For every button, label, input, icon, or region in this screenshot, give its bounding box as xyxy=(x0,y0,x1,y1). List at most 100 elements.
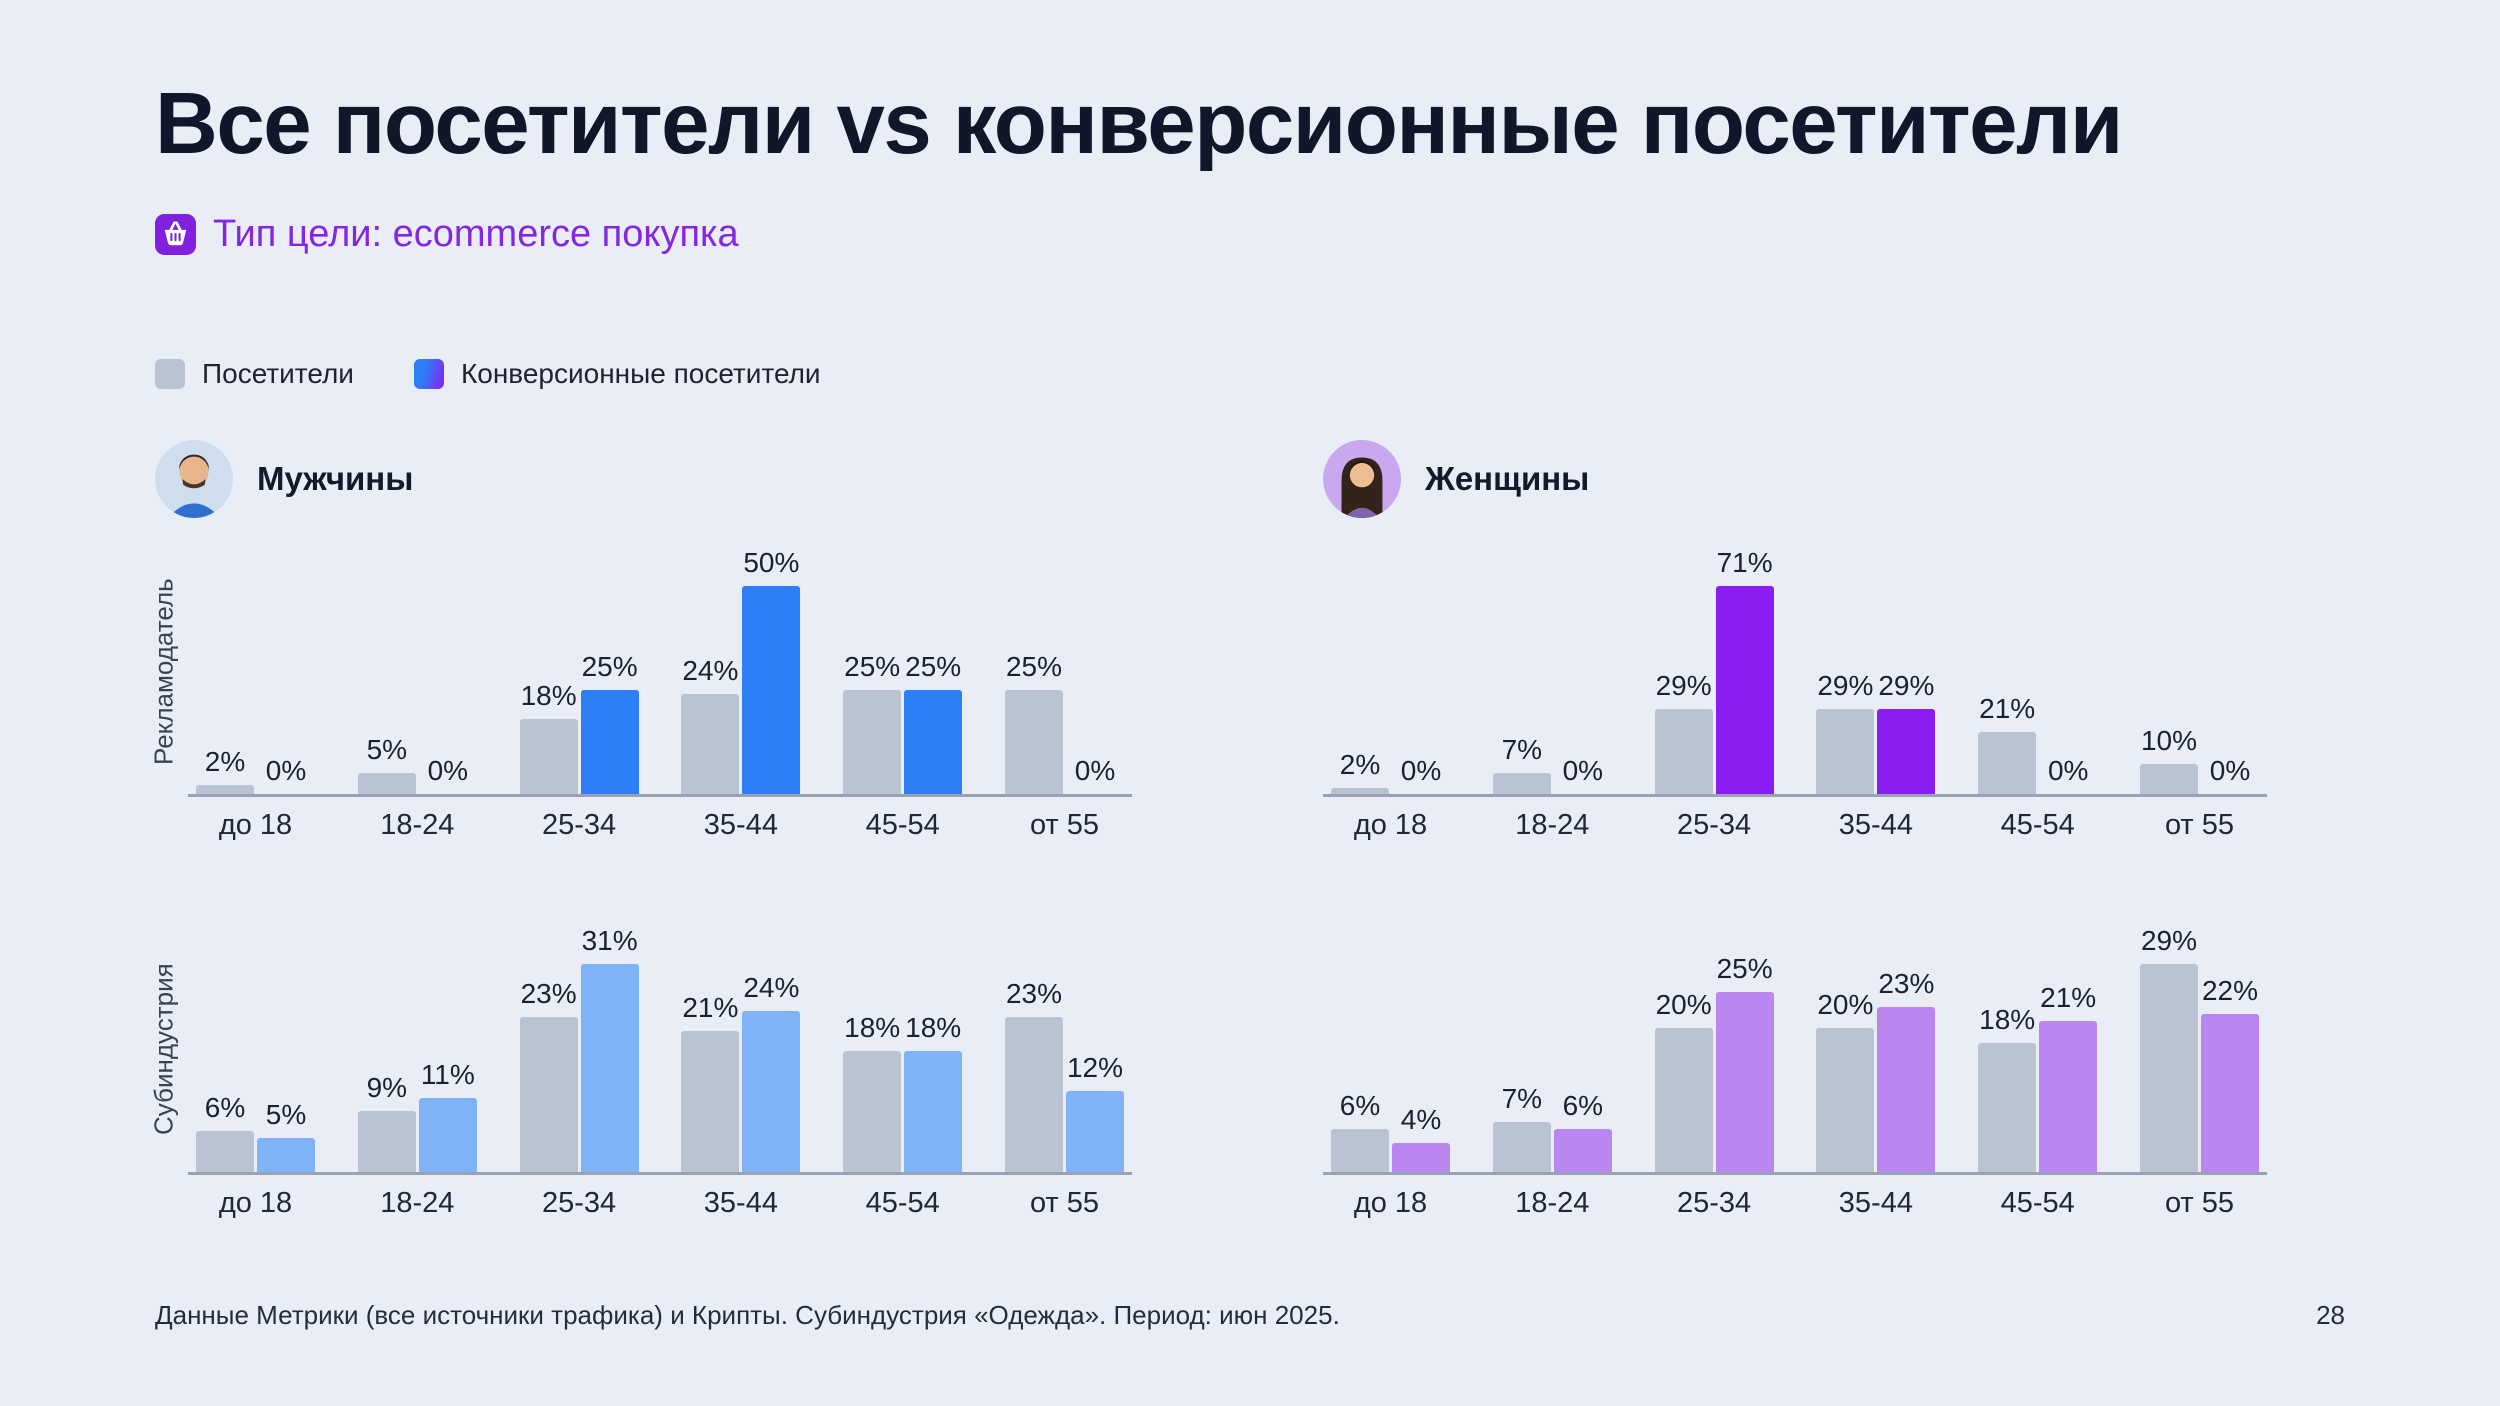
conversion-bar: 0% xyxy=(419,755,477,794)
bar-group: 18% 18% 45-54 xyxy=(843,924,963,1220)
bar-pair: 5% 0% xyxy=(357,546,477,794)
chart-women-subindustry: 6% 4% до 18 7% 6% 18-24 20% 25% 25-34 20% 23% 35-44… xyxy=(1323,924,2267,1224)
category-label: 25-34 xyxy=(1677,1186,1752,1219)
visitors-bar: 23% xyxy=(1004,978,1063,1172)
bar xyxy=(1065,1091,1124,1172)
row2-ylabel: Субиндустрия xyxy=(148,963,179,1136)
bar-value-label: 25% xyxy=(905,650,962,682)
category-label: от 55 xyxy=(2164,1186,2235,1219)
category-label: 18-24 xyxy=(1515,1186,1590,1219)
bar-value-label: 21% xyxy=(1979,693,2036,725)
bar xyxy=(2139,963,2198,1172)
category-label: от 55 xyxy=(1029,808,1100,841)
bar-value-label: 0% xyxy=(2047,754,2089,786)
bar-value-label: 18% xyxy=(905,1011,962,1043)
category-label: 25-34 xyxy=(542,1186,617,1219)
footer-source-note: Данные Метрики (все источники трафика) и… xyxy=(155,1300,1340,1330)
conversion-bar: 25% xyxy=(580,650,639,794)
category-label: 18-24 xyxy=(380,808,455,841)
category-label: 18-24 xyxy=(1515,808,1590,841)
conversion-bar: 71% xyxy=(1715,547,1774,794)
bar xyxy=(904,1050,963,1172)
bar-value-label: 18% xyxy=(844,1011,901,1043)
category-label: от 55 xyxy=(2164,808,2235,841)
chart-men-subindustry: 6% 5% до 18 9% 11% 18-24 23% 31% 25-34 21% 24% 35-4… xyxy=(188,924,1132,1224)
men-avatar xyxy=(155,439,233,518)
visitors-bar: 24% xyxy=(681,655,740,794)
bar-pair: 20% 25% xyxy=(1654,924,1774,1172)
charts-grid: Мужчины Рекламодатель 2% 0% до 18 5% 0% 18-24… xyxy=(140,439,2345,1224)
conversion-bar: 0% xyxy=(1392,755,1450,794)
men-advertiser-row: Рекламодатель 2% 0% до 18 5% 0% 18-24 18% 25% 25… xyxy=(140,546,1132,846)
bar-pair: 2% 0% xyxy=(196,546,315,794)
women-column: Женщины 2% 0% до 18 7% 0% 18-24 29% 71% 25-34 29%… xyxy=(1323,439,2267,1224)
bar-value-label: 0% xyxy=(1074,754,1116,786)
bar-group: 29% 22% от 55 xyxy=(2139,924,2259,1220)
bar-value-label: 25% xyxy=(581,650,638,682)
bar-value-label: 9% xyxy=(366,1072,408,1104)
category-label: 45-54 xyxy=(865,808,940,841)
category-label: 35-44 xyxy=(703,808,778,841)
bar xyxy=(1877,708,1936,794)
legend-visitors-swatch xyxy=(155,358,185,389)
goal-type-label: Тип цели: ecommerce покупка xyxy=(213,212,739,255)
bar-pair: 7% 0% xyxy=(1492,546,1612,794)
bar xyxy=(1877,1006,1936,1172)
bar-value-label: 7% xyxy=(1501,1082,1543,1114)
conversion-bar: 0% xyxy=(1066,755,1124,794)
bar-pair: 29% 22% xyxy=(2139,924,2259,1172)
bar xyxy=(1331,787,1389,794)
bar-group: 23% 31% 25-34 xyxy=(519,924,639,1220)
bar-group: 29% 71% 25-34 xyxy=(1654,546,1774,842)
visitors-bar: 25% xyxy=(1004,651,1063,794)
bar-pair: 24% 50% xyxy=(681,546,801,794)
bar xyxy=(843,1050,902,1172)
man-photo-icon xyxy=(155,439,233,518)
bar-value-label: 2% xyxy=(1339,748,1381,780)
category-label: 45-54 xyxy=(2000,808,2075,841)
bar-value-label: 50% xyxy=(743,546,800,578)
legend-conversion-label: Конверсионные посетители xyxy=(460,357,821,389)
bar xyxy=(519,1017,578,1172)
bar xyxy=(580,963,639,1172)
bar xyxy=(904,689,963,794)
bar-value-label: 0% xyxy=(1562,754,1604,786)
category-label: 35-44 xyxy=(703,1186,778,1219)
bar-value-label: 25% xyxy=(844,650,901,682)
visitors-bar: 29% xyxy=(1816,670,1875,794)
bar-value-label: 6% xyxy=(1339,1089,1381,1121)
bar xyxy=(1654,1028,1713,1172)
bar xyxy=(1715,992,1774,1172)
chart-women-advertiser: 2% 0% до 18 7% 0% 18-24 29% 71% 25-34 29% 29% 35-44… xyxy=(1323,546,2267,846)
bar xyxy=(681,693,740,794)
category-label: 35-44 xyxy=(1838,1186,1913,1219)
bar xyxy=(1492,1121,1551,1172)
visitors-bar: 6% xyxy=(196,1092,254,1172)
visitors-bar: 21% xyxy=(681,992,740,1172)
legend-conversion-swatch xyxy=(413,358,444,389)
conversion-bar: 50% xyxy=(742,546,801,794)
bar-pair: 25% 0% xyxy=(1004,546,1124,794)
men-title: Мужчины xyxy=(257,459,414,497)
bar-value-label: 24% xyxy=(743,971,800,1003)
bar-pair: 9% 11% xyxy=(357,924,477,1172)
bar-value-label: 5% xyxy=(366,733,408,765)
legend-item-visitors: Посетители xyxy=(155,358,354,390)
bar-value-label: 21% xyxy=(2040,982,2097,1014)
bar-value-label: 6% xyxy=(204,1092,246,1124)
conversion-bar: 4% xyxy=(1392,1104,1450,1172)
category-label: 18-24 xyxy=(380,1186,455,1219)
bar-pair: 23% 31% xyxy=(519,924,639,1172)
bar xyxy=(1816,708,1875,794)
bar xyxy=(843,689,902,794)
bar xyxy=(196,1131,254,1172)
bar xyxy=(1715,585,1774,794)
bar-value-label: 5% xyxy=(265,1099,307,1131)
bar-value-label: 20% xyxy=(1655,989,1712,1021)
bar-pair: 18% 18% xyxy=(843,924,963,1172)
visitors-bar: 2% xyxy=(196,746,254,794)
bar xyxy=(1553,1128,1612,1172)
category-label: до 18 xyxy=(218,808,293,841)
women-header: Женщины xyxy=(1323,439,2267,518)
